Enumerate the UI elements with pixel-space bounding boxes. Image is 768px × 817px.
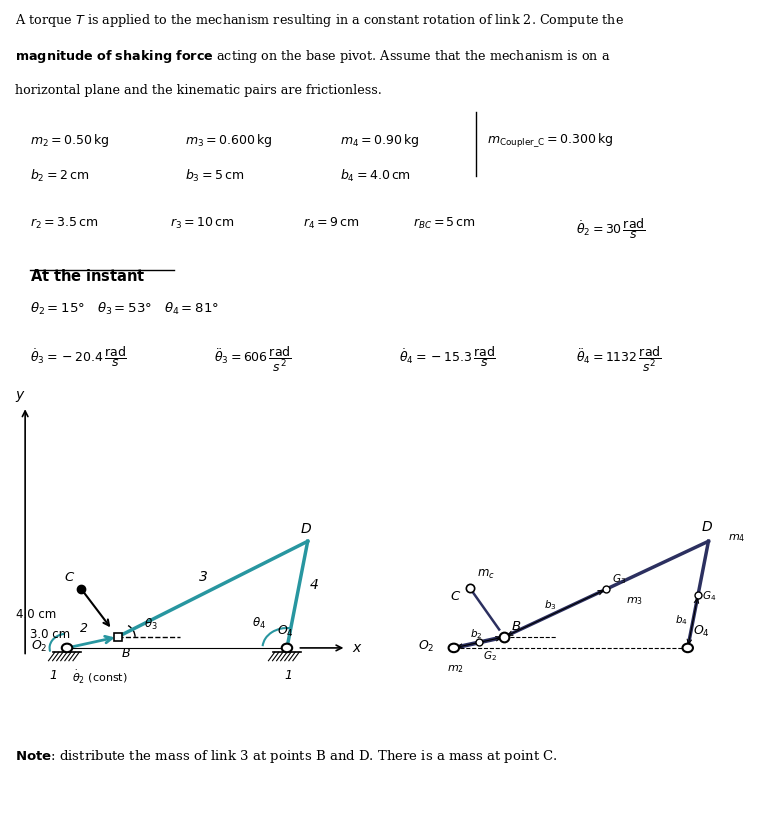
Text: $B$: $B$ bbox=[511, 619, 521, 632]
Text: 3: 3 bbox=[199, 569, 207, 583]
Text: $G_3$: $G_3$ bbox=[611, 573, 626, 587]
Text: $\dot{\theta}_2 = 30\,\dfrac{\mathrm{rad}}{s}$: $\dot{\theta}_2 = 30\,\dfrac{\mathrm{rad… bbox=[576, 217, 645, 241]
Text: $O_2$: $O_2$ bbox=[31, 639, 48, 654]
Text: $G_2$: $G_2$ bbox=[482, 650, 496, 663]
Text: 2: 2 bbox=[80, 623, 88, 636]
Circle shape bbox=[61, 644, 72, 652]
Text: $B$: $B$ bbox=[121, 647, 131, 660]
Text: $D$: $D$ bbox=[700, 520, 713, 534]
Text: $m_3 = 0.600\,\mathrm{kg}$: $m_3 = 0.600\,\mathrm{kg}$ bbox=[185, 132, 273, 150]
Text: $b_3 = 5\,\mathrm{cm}$: $b_3 = 5\,\mathrm{cm}$ bbox=[185, 168, 244, 185]
Text: $\mathbf{magnitude\ of\ shaking\ force}$ acting on the base pivot. Assume that t: $\mathbf{magnitude\ of\ shaking\ force}$… bbox=[15, 48, 611, 65]
Text: 4: 4 bbox=[310, 578, 319, 592]
Circle shape bbox=[282, 644, 292, 652]
Text: $y$: $y$ bbox=[15, 389, 25, 404]
Text: $r_4 = 9\,\mathrm{cm}$: $r_4 = 9\,\mathrm{cm}$ bbox=[303, 217, 359, 231]
Text: $O_4$: $O_4$ bbox=[693, 624, 710, 640]
Text: $r_2 = 3.5\,\mathrm{cm}$: $r_2 = 3.5\,\mathrm{cm}$ bbox=[30, 217, 98, 231]
Text: $C$: $C$ bbox=[65, 571, 76, 584]
Text: $x$: $x$ bbox=[352, 641, 362, 655]
Text: $b_4 = 4.0\,\mathrm{cm}$: $b_4 = 4.0\,\mathrm{cm}$ bbox=[339, 168, 411, 185]
Text: 1: 1 bbox=[285, 669, 293, 682]
Text: 3.0 cm: 3.0 cm bbox=[30, 627, 71, 641]
Text: $r_{BC} = 5\,\mathrm{cm}$: $r_{BC} = 5\,\mathrm{cm}$ bbox=[413, 217, 476, 231]
Text: $m_4$: $m_4$ bbox=[727, 533, 745, 544]
Text: $m_{\mathrm{Coupler\_C}} = 0.300\,\mathrm{kg}$: $m_{\mathrm{Coupler\_C}} = 0.300\,\mathr… bbox=[487, 132, 614, 150]
Text: $r_3 = 10\,\mathrm{cm}$: $r_3 = 10\,\mathrm{cm}$ bbox=[170, 217, 234, 231]
Text: A torque $T$ is applied to the mechanism resulting in a constant rotation of lin: A torque $T$ is applied to the mechanism… bbox=[15, 12, 624, 29]
Text: $\dot{\theta}_2\ (\mathrm{const})$: $\dot{\theta}_2\ (\mathrm{const})$ bbox=[72, 667, 128, 685]
Text: $b_4$: $b_4$ bbox=[676, 613, 688, 627]
Text: $\theta_2 = 15°\quad \theta_3 = 53°\quad \theta_4 = 81°$: $\theta_2 = 15°\quad \theta_3 = 53°\quad… bbox=[30, 301, 219, 316]
Text: $O_4$: $O_4$ bbox=[276, 624, 293, 640]
Text: $G_4$: $G_4$ bbox=[702, 589, 717, 603]
Circle shape bbox=[683, 644, 693, 652]
Text: $m_2 = 0.50\,\mathrm{kg}$: $m_2 = 0.50\,\mathrm{kg}$ bbox=[30, 132, 110, 150]
Text: $D$: $D$ bbox=[300, 521, 312, 536]
Text: $\ddot{\theta}_3 = 606\,\dfrac{\mathrm{rad}}{s^2}$: $\ddot{\theta}_3 = 606\,\dfrac{\mathrm{r… bbox=[214, 345, 292, 373]
Text: $m_c$: $m_c$ bbox=[477, 568, 495, 581]
Text: 1: 1 bbox=[49, 669, 57, 682]
Text: $b_2$: $b_2$ bbox=[470, 627, 482, 641]
Text: 4.0 cm: 4.0 cm bbox=[16, 608, 57, 621]
Text: $\mathbf{Note}$: distribute the mass of link 3 at points B and D. There is a mas: $\mathbf{Note}$: distribute the mass of … bbox=[15, 748, 558, 765]
Circle shape bbox=[449, 644, 459, 652]
Text: $C$: $C$ bbox=[449, 591, 461, 604]
Text: $\ddot{\theta}_4 = 1132\,\dfrac{\mathrm{rad}}{s^2}$: $\ddot{\theta}_4 = 1132\,\dfrac{\mathrm{… bbox=[576, 345, 661, 373]
Text: $\dot{\theta}_4 = -15.3\,\dfrac{\mathrm{rad}}{s}$: $\dot{\theta}_4 = -15.3\,\dfrac{\mathrm{… bbox=[399, 345, 495, 369]
Text: $m_2$: $m_2$ bbox=[447, 663, 464, 676]
Text: $\dot{\theta}_3 = -20.4\,\dfrac{\mathrm{rad}}{s}$: $\dot{\theta}_3 = -20.4\,\dfrac{\mathrm{… bbox=[30, 345, 127, 369]
Text: $O_2$: $O_2$ bbox=[418, 639, 435, 654]
Text: $\mathbf{At\ the\ instant}$: $\mathbf{At\ the\ instant}$ bbox=[30, 268, 145, 284]
Text: $\theta_3$: $\theta_3$ bbox=[144, 618, 157, 632]
Text: $m_4 = 0.90\,\mathrm{kg}$: $m_4 = 0.90\,\mathrm{kg}$ bbox=[339, 132, 419, 150]
Text: $m_3$: $m_3$ bbox=[626, 595, 643, 606]
Text: horizontal plane and the kinematic pairs are frictionless.: horizontal plane and the kinematic pairs… bbox=[15, 84, 382, 97]
Text: $b_3$: $b_3$ bbox=[544, 598, 556, 612]
Text: $\theta_4$: $\theta_4$ bbox=[252, 615, 266, 631]
Text: $b_2 = 2\,\mathrm{cm}$: $b_2 = 2\,\mathrm{cm}$ bbox=[30, 168, 89, 185]
